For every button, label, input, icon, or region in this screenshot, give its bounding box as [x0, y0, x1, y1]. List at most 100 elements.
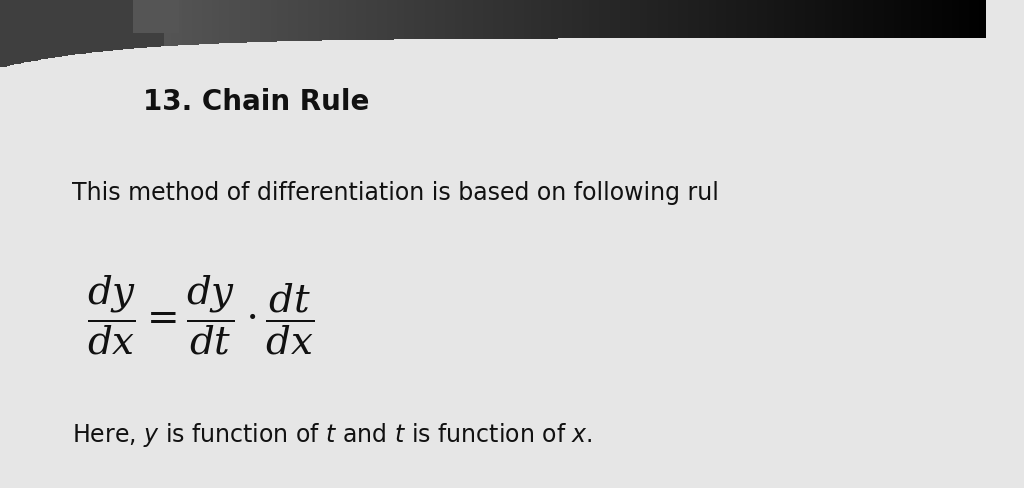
Bar: [421, 0, 425, 40]
Bar: [672, 0, 675, 39]
Bar: [825, 0, 828, 39]
Text: 13. Chain Rule: 13. Chain Rule: [143, 88, 370, 116]
Bar: [723, 0, 726, 39]
Bar: [308, 0, 311, 41]
Bar: [565, 0, 568, 40]
Bar: [41, 0, 44, 61]
Bar: [143, 0, 147, 49]
Bar: [891, 0, 894, 39]
Bar: [802, 0, 805, 39]
Bar: [48, 0, 51, 59]
Bar: [58, 0, 61, 58]
Bar: [66, 0, 69, 57]
Bar: [367, 0, 370, 41]
Bar: [784, 0, 787, 39]
Bar: [538, 0, 541, 40]
Bar: [593, 0, 596, 40]
Bar: [188, 0, 191, 46]
Bar: [620, 0, 624, 39]
Bar: [709, 0, 713, 39]
Bar: [843, 0, 846, 39]
Bar: [486, 0, 489, 40]
Bar: [668, 0, 672, 39]
Bar: [89, 0, 92, 54]
Bar: [232, 0, 237, 44]
Bar: [603, 0, 606, 40]
Bar: [216, 0, 219, 44]
Bar: [72, 0, 76, 56]
Bar: [106, 0, 110, 52]
Bar: [387, 0, 390, 41]
Bar: [202, 0, 206, 45]
Bar: [922, 0, 925, 39]
Bar: [133, 0, 137, 49]
Bar: [133, 0, 179, 34]
Bar: [555, 0, 558, 40]
Bar: [869, 0, 873, 39]
Bar: [120, 0, 123, 51]
Bar: [952, 0, 955, 39]
Bar: [935, 0, 938, 39]
Bar: [117, 0, 120, 51]
Bar: [719, 0, 723, 39]
Bar: [305, 0, 308, 42]
Bar: [828, 0, 833, 39]
Bar: [561, 0, 565, 40]
Bar: [130, 0, 133, 50]
Bar: [853, 0, 856, 39]
Bar: [479, 0, 483, 40]
Bar: [698, 0, 702, 39]
Bar: [466, 0, 469, 40]
Bar: [945, 0, 948, 39]
Bar: [315, 0, 318, 41]
Bar: [983, 0, 986, 39]
Bar: [329, 0, 332, 41]
Bar: [873, 0, 877, 39]
Bar: [10, 0, 13, 66]
Bar: [397, 0, 400, 41]
Bar: [322, 0, 326, 41]
Bar: [418, 0, 421, 40]
Bar: [377, 0, 380, 41]
Bar: [209, 0, 212, 45]
Bar: [507, 0, 510, 40]
Bar: [911, 0, 914, 39]
Bar: [729, 0, 733, 39]
Bar: [976, 0, 980, 39]
Bar: [647, 0, 650, 39]
Bar: [44, 0, 48, 60]
Bar: [849, 0, 853, 39]
Bar: [774, 0, 777, 39]
Bar: [243, 0, 247, 43]
Bar: [441, 0, 445, 40]
Bar: [963, 0, 966, 39]
Bar: [260, 0, 264, 43]
Bar: [489, 0, 494, 40]
Bar: [113, 0, 117, 51]
Bar: [792, 0, 795, 39]
Bar: [750, 0, 754, 39]
Bar: [777, 0, 781, 39]
Bar: [688, 0, 692, 39]
Bar: [394, 0, 397, 41]
Bar: [907, 0, 911, 39]
Bar: [61, 0, 66, 57]
Bar: [404, 0, 408, 41]
Bar: [390, 0, 394, 41]
Bar: [767, 0, 771, 39]
Bar: [408, 0, 411, 40]
Bar: [918, 0, 922, 39]
Bar: [99, 0, 102, 53]
Bar: [881, 0, 884, 39]
Bar: [938, 0, 942, 39]
Bar: [311, 0, 315, 41]
Bar: [349, 0, 352, 41]
Bar: [695, 0, 698, 39]
Bar: [966, 0, 969, 39]
Bar: [660, 0, 665, 39]
Bar: [716, 0, 719, 39]
Bar: [739, 0, 743, 39]
Bar: [445, 0, 449, 40]
Bar: [764, 0, 767, 39]
Bar: [69, 0, 72, 56]
